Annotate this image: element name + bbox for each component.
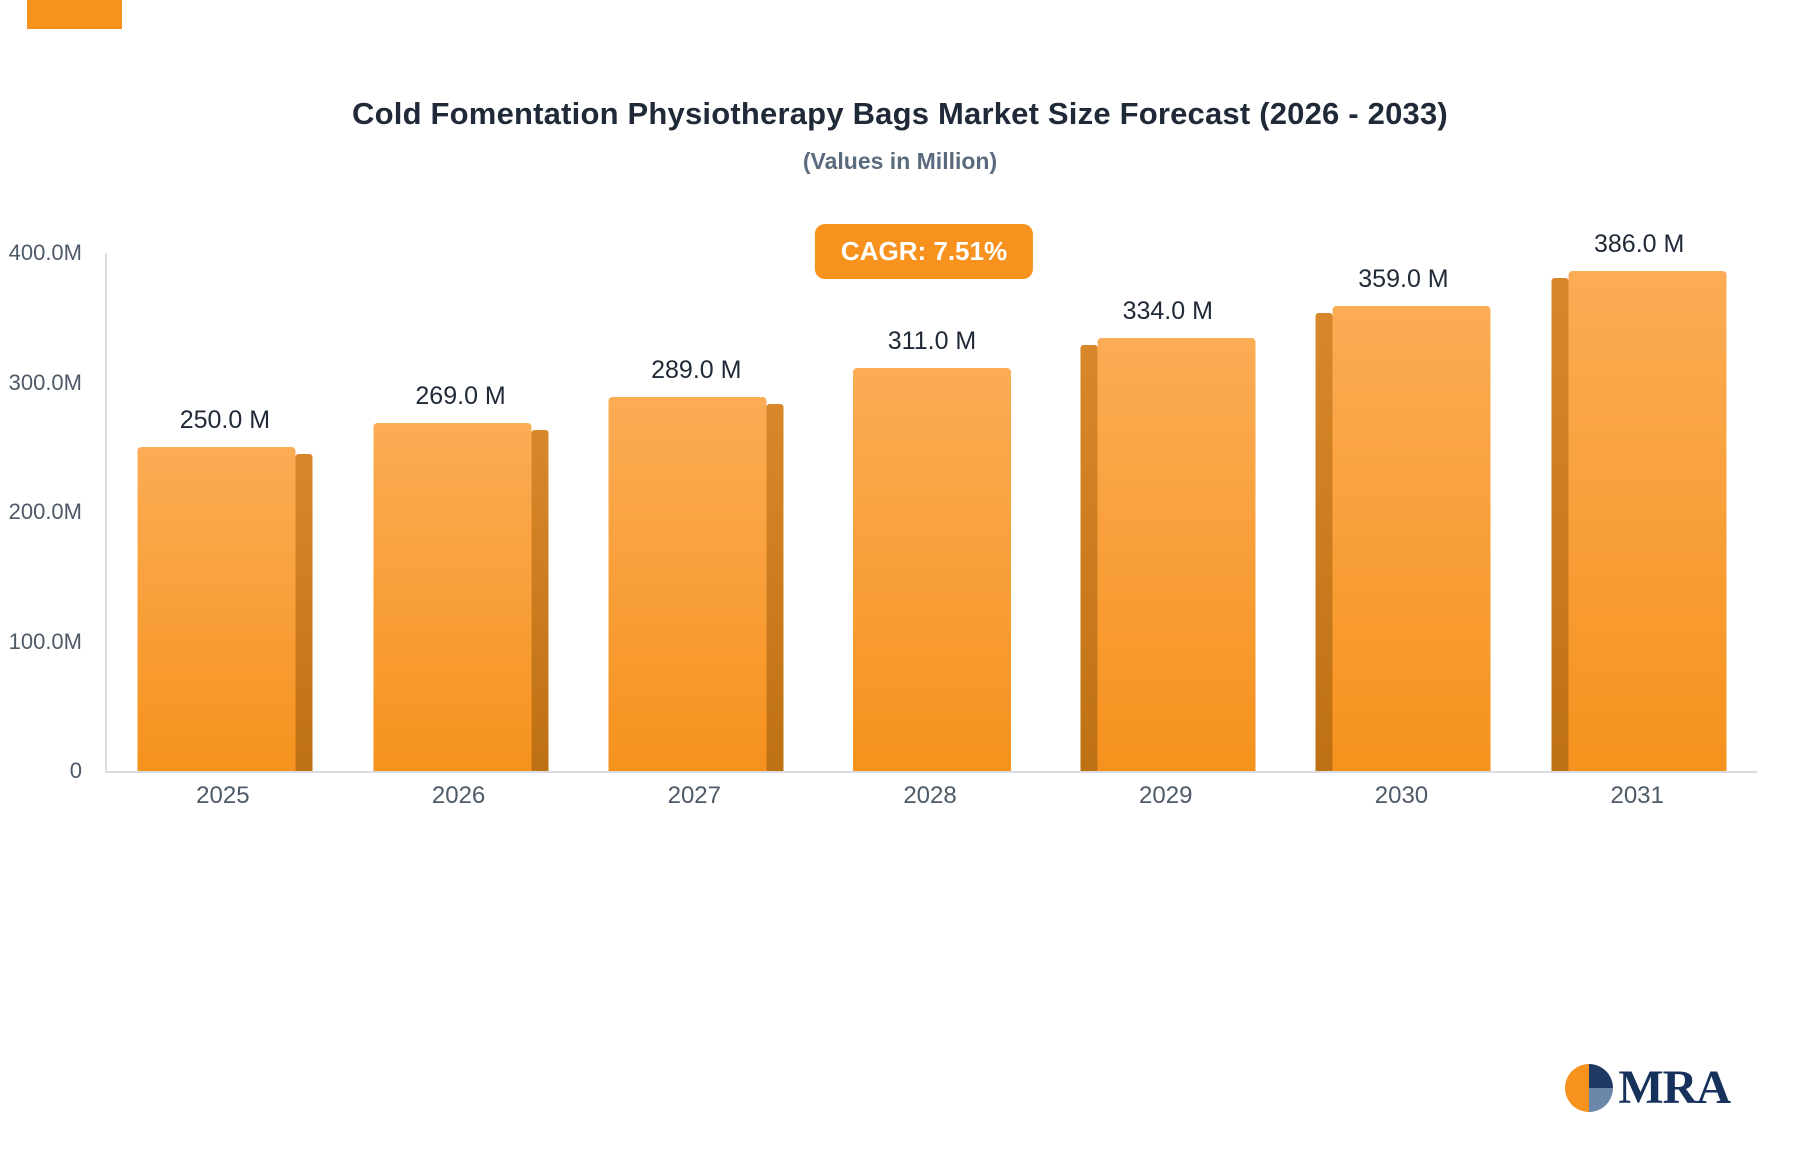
bar-side-shadow (1315, 313, 1333, 771)
bar-2030 (1315, 306, 1491, 771)
bar-side-shadow (531, 429, 549, 771)
bar-value-label-2025: 250.0 M (179, 406, 271, 435)
bar-2026 (373, 422, 549, 771)
x-axis-label-2029: 2029 (1139, 782, 1193, 809)
bar-value-label-2026: 269.0 M (415, 381, 506, 410)
y-axis-tick-300.0M: 300.0M (8, 369, 82, 395)
bar-group-2028: 311.0 M (814, 253, 1050, 771)
x-axis-labels: 2025 2026 2027 2028 2029 2030 2031 (105, 782, 1755, 810)
bar-value-label-2031: 386.0 M (1594, 230, 1685, 259)
bar-group-2025: 250.0 M (107, 253, 343, 771)
bar-2031 (1551, 271, 1727, 771)
brand-logo: MRA (1565, 1061, 1731, 1114)
bar-group-2029: 334.0 M (1050, 253, 1286, 771)
x-axis-label-2025: 2025 (196, 782, 250, 809)
bar-side-shadow (1080, 345, 1098, 771)
y-axis-tick-200.0M: 200.0M (8, 499, 82, 524)
plot-area: 250.0 M 269.0 M 289.0 M 311.0 M 334.0 M 359.0… (105, 230, 1757, 773)
bar-2025 (137, 447, 313, 771)
bar-group-2030: 359.0 M (1286, 253, 1522, 771)
top-left-orange-mark (27, 0, 122, 29)
bar-value-label-2028: 311.0 M (887, 327, 977, 356)
y-axis-tick-0: 0 (69, 758, 82, 783)
y-axis-tick-100.0M: 100.0M (8, 628, 82, 654)
bar-group-2026: 269.0 M (343, 253, 579, 771)
y-axis-tick-400.0M: 400.0M (8, 240, 82, 265)
chart-title: Cold Fomentation Physiotherapy Bags Mark… (352, 96, 1448, 131)
x-axis-label-2030: 2030 (1374, 782, 1429, 809)
cagr-badge: CAGR: 7.51% (814, 224, 1034, 279)
bar-side-shadow (766, 403, 784, 771)
bar-face (137, 447, 296, 771)
bar-2027 (608, 396, 784, 771)
logo-pie-icon (1565, 1064, 1614, 1112)
bar-side-shadow (295, 454, 313, 771)
bar-face (373, 422, 532, 771)
bar-face (1568, 271, 1727, 771)
bar-face (1332, 306, 1491, 771)
bar-2028 (853, 368, 1012, 771)
chart-subtitle: (Values in Million) (802, 148, 998, 174)
bar-face (608, 396, 767, 771)
bar-value-label-2030: 359.0 M (1358, 265, 1449, 294)
cagr-label: CAGR: 7.51% (840, 236, 1008, 266)
x-axis-label-2027: 2027 (667, 782, 721, 809)
bar-face (1097, 338, 1256, 771)
x-axis-label-2028: 2028 (903, 782, 957, 809)
x-axis-label-2026: 2026 (431, 782, 486, 809)
bar-value-label-2027: 289.0 M (651, 355, 742, 384)
bar-side-shadow (1551, 278, 1569, 771)
logo-text: MRA (1618, 1061, 1731, 1114)
bar-value-label-2029: 334.0 M (1122, 297, 1213, 326)
bar-group-2031: 386.0 M (1521, 230, 1757, 771)
y-axis-ticks: 0 100.0M 200.0M 300.0M 400.0M (0, 240, 92, 783)
bar-face (853, 368, 1012, 771)
bar-group-2027: 289.0 M (578, 253, 814, 771)
bar-2029 (1080, 338, 1256, 771)
x-axis-label-2031: 2031 (1610, 782, 1664, 809)
